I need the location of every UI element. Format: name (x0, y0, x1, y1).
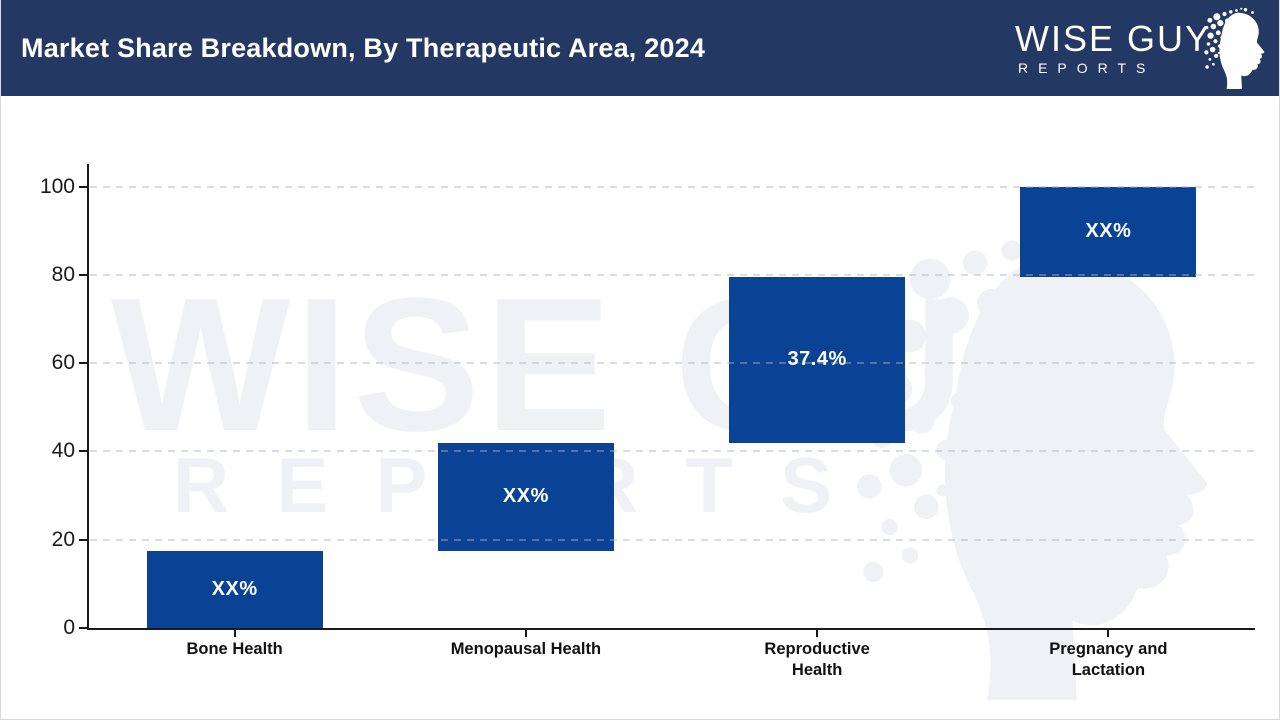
page-title: Market Share Breakdown, By Therapeutic A… (21, 32, 706, 63)
gridline-80 (90, 273, 1254, 276)
x-tick-label-line: Pregnancy and (1049, 640, 1168, 658)
y-tick-label-40: 40 (51, 439, 75, 463)
x-tick-label-line: Reproductive (764, 640, 870, 658)
gridline-60 (90, 362, 1254, 365)
y-tick-80 (79, 273, 87, 276)
logo-brand-subtitle: REPORTS (1017, 60, 1156, 76)
y-tick-label-20: 20 (51, 527, 75, 551)
y-tick-40 (79, 450, 87, 453)
bar-value-label-reproductive-health: 37.4% (787, 348, 847, 371)
y-tick-label-0: 0 (63, 616, 75, 639)
x-tick-label-line: Bone Health (186, 640, 283, 658)
x-tick-pregnancy-and-lactation (1107, 630, 1110, 637)
y-axis-line (87, 164, 89, 630)
bar-value-label-pregnancy-and-lactation: XX% (1085, 220, 1132, 243)
y-tick-label-100: 100 (39, 174, 75, 198)
bar-value-label-menopausal-health: XX% (502, 485, 549, 508)
x-axis-line (87, 628, 1255, 630)
y-tick-0 (79, 627, 87, 629)
logo-face-icon (1203, 7, 1267, 89)
bar-bone-health (146, 551, 323, 628)
bar-value-label-bone-health: XX% (211, 578, 258, 601)
x-tick-label-bone-health: Bone Health (105, 639, 365, 660)
x-tick-label-line: Health (791, 661, 843, 679)
header: Market Share Breakdown, By Therapeutic A… (1, 0, 1279, 96)
gridline-100 (90, 185, 1254, 188)
gridline-20 (90, 538, 1254, 541)
y-tick-100 (79, 185, 87, 188)
bar-reproductive-health (729, 277, 906, 443)
gridline-40 (90, 450, 1254, 453)
y-tick-label-80: 80 (51, 262, 75, 286)
x-tick-label-line: Menopausal Health (450, 640, 602, 658)
x-tick-label-pregnancy-and-lactation: Pregnancy and Lactation (978, 639, 1238, 681)
x-tick-reproductive-health (816, 630, 819, 637)
x-tick-label-line: Lactation (1071, 661, 1146, 679)
y-tick-20 (79, 538, 87, 541)
x-tick-label-menopausal-health: Menopausal Health (396, 639, 656, 660)
logo-text: WISE GUY REPORTS (1014, 18, 1211, 77)
y-tick-label-60: 60 (51, 351, 75, 375)
bar-menopausal-health (437, 442, 614, 552)
bar-pregnancy-and-lactation (1020, 186, 1197, 278)
y-tick-60 (79, 362, 87, 365)
wise-guy-reports-logo: WISE GUY REPORTS (1015, 0, 1267, 96)
x-tick-menopausal-health (524, 630, 527, 637)
x-tick-label-reproductive-health: Reproductive Health (687, 639, 947, 681)
x-tick-bone-health (233, 630, 236, 637)
logo-brand-name: WISE GUY (1014, 18, 1211, 59)
